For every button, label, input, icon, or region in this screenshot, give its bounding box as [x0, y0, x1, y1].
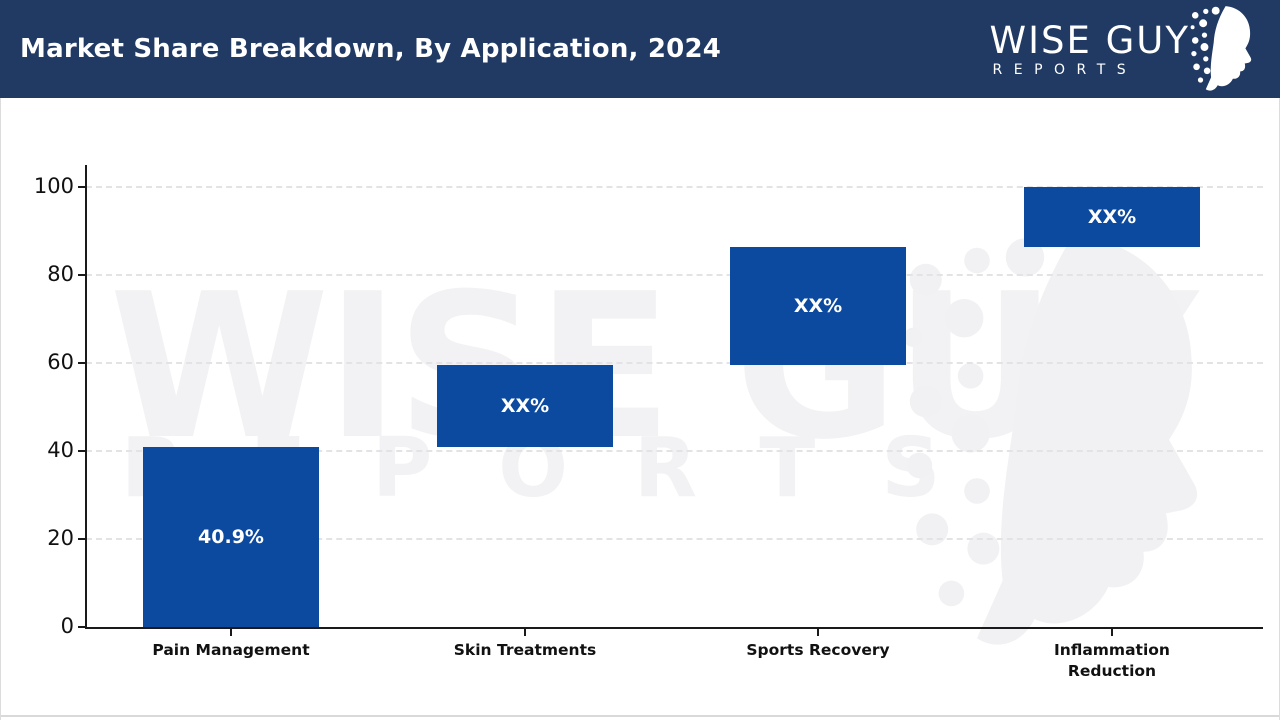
y-tick-mark-100 — [78, 186, 86, 188]
chart-area: WISE GUY REPORTS 0 20 40 60 80 100 40.9% Pain M… — [0, 98, 1280, 720]
x-tick-mark-0 — [230, 629, 232, 636]
chart-title: Market Share Breakdown, By Application, … — [20, 34, 722, 64]
x-tick-mark-3 — [1111, 629, 1113, 636]
y-tick-mark-60 — [78, 362, 86, 364]
x-axis-label-2: Sports Recovery — [746, 641, 890, 659]
y-tick-mark-0 — [78, 626, 86, 628]
y-tick-mark-20 — [78, 538, 86, 540]
wise-guy-logo: WISE GUY REPORTS — [990, 6, 1252, 92]
bar-value-label: XX% — [1087, 205, 1137, 228]
bottom-divider — [1, 715, 1279, 717]
bar-value-label: 40.9% — [198, 526, 264, 548]
logo-subtext: REPORTS — [992, 61, 1138, 78]
x-axis-label-1: Skin Treatments — [453, 641, 597, 659]
y-axis — [85, 165, 87, 629]
bar-skin-treatments: XX% — [437, 365, 613, 448]
y-tick-label: 80 — [47, 262, 74, 286]
logo-text: WISE GUY REPORTS — [990, 22, 1190, 77]
gridline-20 — [86, 538, 1263, 540]
x-axis — [85, 627, 1263, 629]
gridline-80 — [86, 274, 1263, 276]
logo-wordmark: WISE GUY — [989, 18, 1190, 62]
gridline-60 — [86, 362, 1263, 364]
bar-inflammation-reduction: XX% — [1024, 187, 1200, 247]
y-tick-label: 100 — [33, 174, 74, 198]
face-watermark — [903, 235, 1198, 645]
bar-sports-recovery: XX% — [730, 246, 906, 366]
x-tick-mark-1 — [524, 629, 526, 636]
x-axis-label-0: Pain Management — [152, 641, 310, 659]
y-tick-label: 20 — [47, 526, 74, 550]
y-tick-label: 40 — [47, 438, 74, 462]
y-tick-label: 0 — [60, 614, 74, 638]
y-tick-mark-40 — [78, 450, 86, 452]
bar-value-label: XX% — [500, 395, 550, 418]
bar-pain-management: 40.9% — [143, 447, 319, 627]
header-bar: Market Share Breakdown, By Application, … — [0, 0, 1280, 98]
bar-value-label: XX% — [793, 295, 843, 317]
gridline-40 — [86, 450, 1263, 452]
y-tick-mark-80 — [78, 274, 86, 276]
y-tick-label: 60 — [47, 350, 74, 374]
x-tick-mark-2 — [817, 629, 819, 636]
gridline-100 — [86, 186, 1263, 188]
x-axis-label-3: Inflammation Reduction — [1054, 641, 1170, 680]
face-logo-icon — [1190, 6, 1252, 91]
